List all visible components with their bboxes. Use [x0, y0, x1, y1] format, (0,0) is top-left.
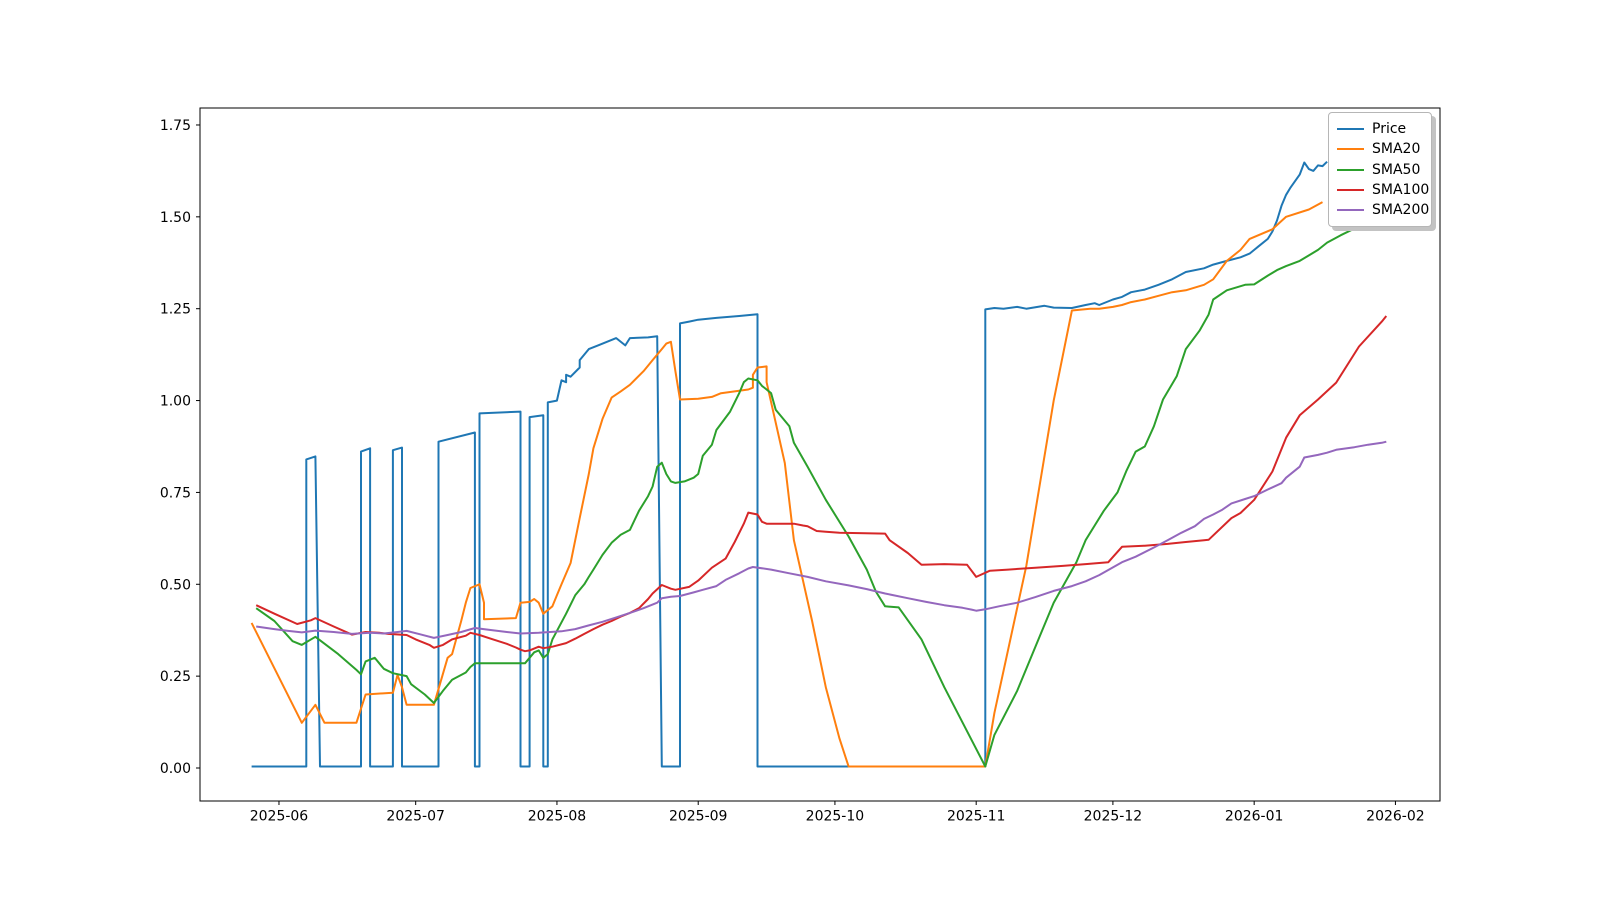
y-tick-label: 1.00	[160, 394, 191, 410]
series-line-sma100	[255, 315, 1388, 653]
x-tick-label: 2025-11	[947, 809, 1006, 825]
x-tick-label: 2025-10	[806, 809, 865, 825]
x-tick-label: 2025-08	[528, 809, 587, 825]
legend-entry-sma200: SMA200	[1337, 200, 1429, 220]
x-tick-label: 2025-07	[386, 809, 445, 825]
legend-label-sma50: SMA50	[1372, 161, 1421, 178]
price-line-swatch	[1337, 128, 1364, 130]
x-tick-label: 2025-06	[250, 809, 309, 825]
legend-label-sma200: SMA200	[1372, 202, 1430, 218]
x-tick-label: 2025-09	[669, 809, 728, 825]
series-line-sma20	[250, 201, 1323, 768]
sma20-line-swatch	[1337, 148, 1364, 151]
legend-entry-sma50: SMA50	[1337, 160, 1423, 180]
y-tick-label: 0.50	[160, 577, 191, 593]
plot-frame	[199, 107, 1441, 802]
legend-entry-sma20: SMA20	[1337, 139, 1423, 159]
y-tick-label: 1.25	[160, 302, 191, 318]
series-line-sma50	[255, 214, 1396, 768]
y-tick-label: 0.25	[160, 669, 191, 685]
y-tick-label: 1.50	[160, 210, 191, 226]
y-tick-label: 0.00	[160, 761, 191, 777]
legend-label-price: Price	[1372, 121, 1407, 137]
x-tick-label: 2026-02	[1366, 809, 1425, 825]
sma100-line-swatch	[1337, 188, 1364, 191]
legend-label-sma20: SMA20	[1372, 141, 1421, 158]
y-tick-label: 0.75	[160, 485, 191, 501]
sma200-line-swatch	[1337, 209, 1364, 211]
legend-label-sma100: SMA100	[1372, 181, 1430, 198]
x-tick-label: 2026-01	[1225, 809, 1284, 825]
sma50-line-swatch	[1337, 168, 1364, 171]
series-line-price	[251, 160, 1328, 768]
legend-entry-price: Price	[1337, 119, 1423, 139]
legend-box: Price SMA20 SMA50 SMA100 SMA200	[1328, 112, 1432, 227]
series-line-sma200	[256, 440, 1387, 639]
y-tick-label: 1.75	[160, 118, 191, 134]
x-tick-label: 2025-12	[1084, 809, 1143, 825]
legend-entry-sma100: SMA100	[1337, 180, 1429, 200]
